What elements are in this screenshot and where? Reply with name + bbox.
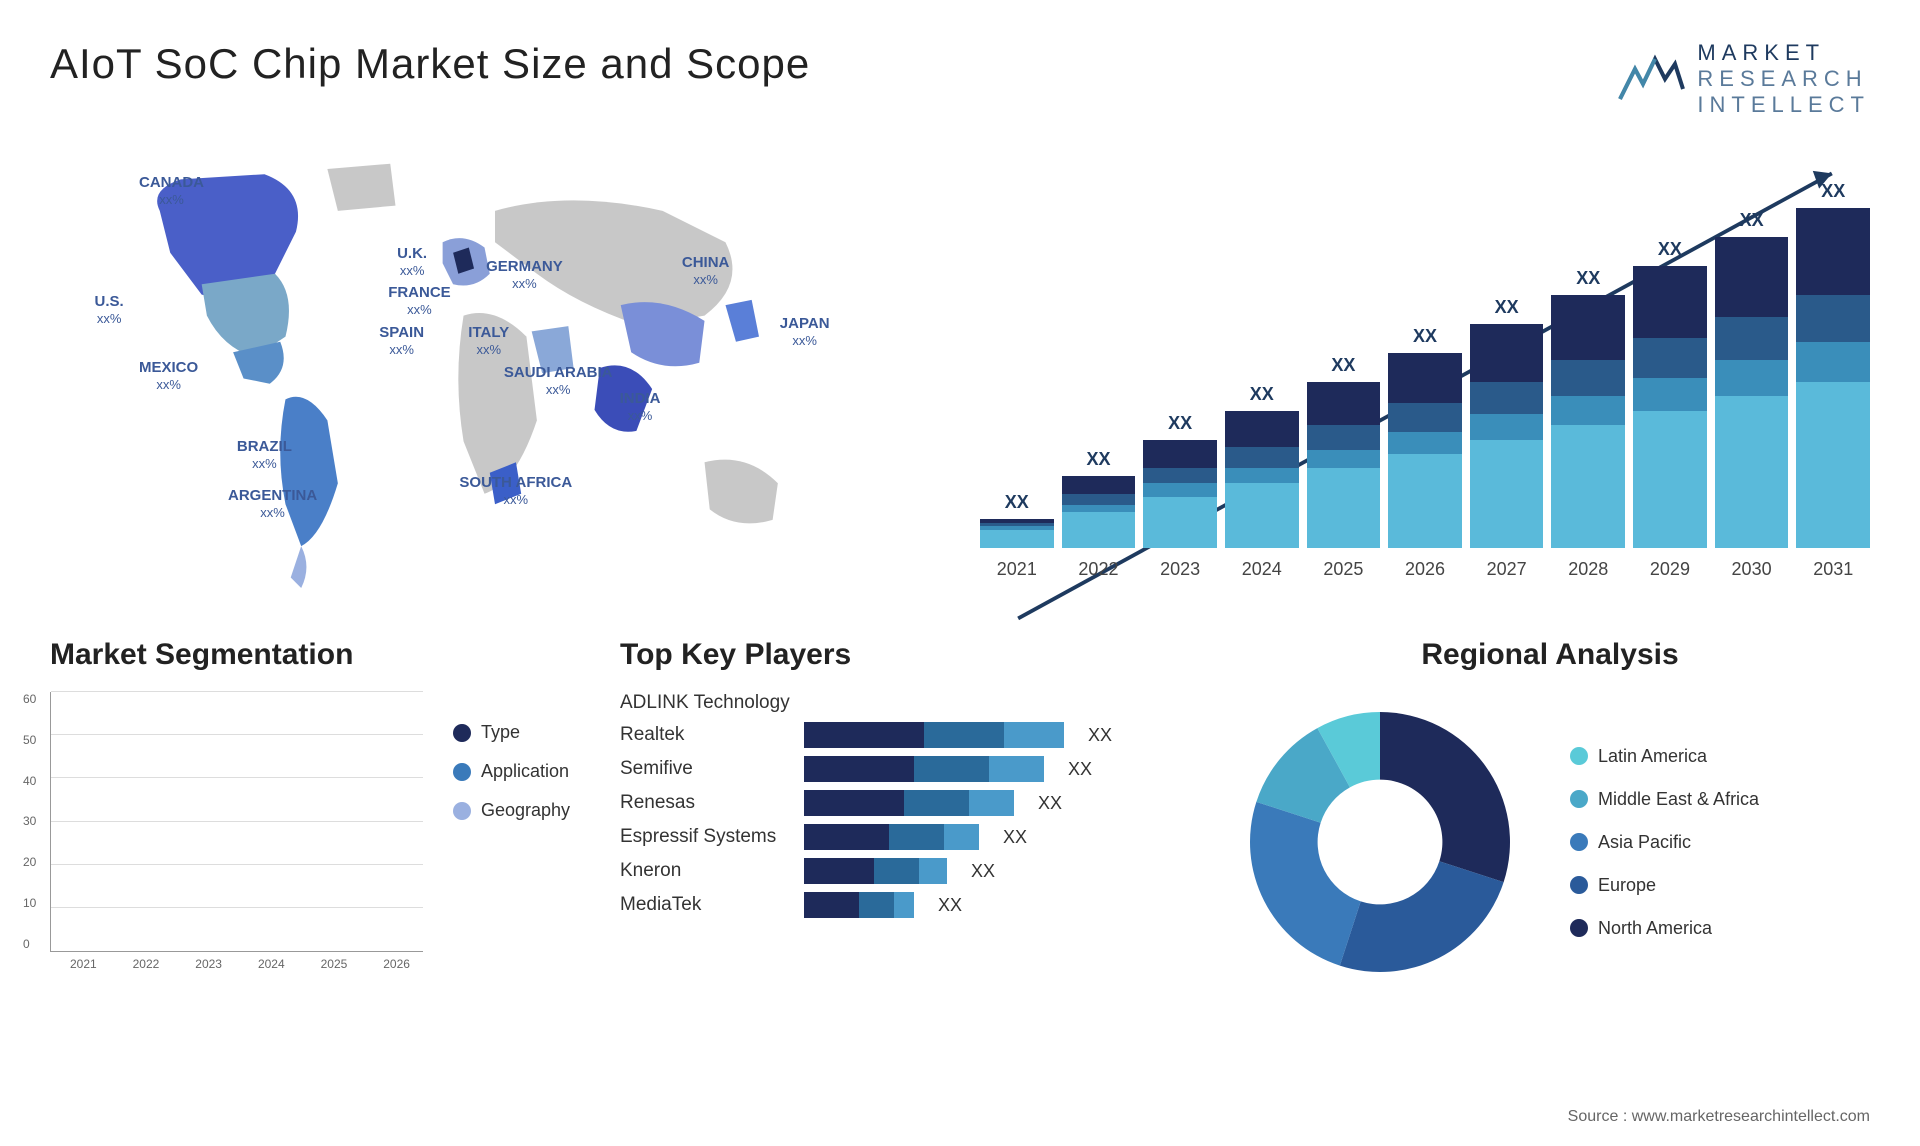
legend-item: North America bbox=[1570, 918, 1759, 939]
bar-column: XX2023 bbox=[1143, 440, 1217, 548]
player-row: KneronXX bbox=[620, 858, 1180, 884]
map-label: SOUTH AFRICAxx% bbox=[459, 474, 572, 508]
map-label: GERMANYxx% bbox=[486, 258, 563, 292]
map-label: CANADAxx% bbox=[139, 174, 204, 208]
bar-column: XX2025 bbox=[1307, 382, 1381, 548]
legend-item: Asia Pacific bbox=[1570, 832, 1759, 853]
map-label: BRAZILxx% bbox=[237, 438, 292, 472]
legend-item: Application bbox=[453, 761, 570, 782]
logo-text-3: INTELLECT bbox=[1697, 92, 1870, 118]
segmentation-chart: 0102030405060 202120222023202420252026 T… bbox=[50, 692, 570, 952]
player-row: Espressif SystemsXX bbox=[620, 824, 1180, 850]
bar-column: XX2027 bbox=[1470, 324, 1544, 548]
map-label: CHINAxx% bbox=[682, 254, 730, 288]
regional-title: Regional Analysis bbox=[1230, 638, 1870, 672]
logo: MARKET RESEARCH INTELLECT bbox=[1615, 40, 1870, 118]
legend-item: Middle East & Africa bbox=[1570, 789, 1759, 810]
player-row: RealtekXX bbox=[620, 722, 1180, 748]
regional-donut bbox=[1230, 692, 1530, 992]
map-label: SAUDI ARABIAxx% bbox=[504, 364, 613, 398]
bar-column: XX2021 bbox=[980, 519, 1054, 548]
bar-column: XX2024 bbox=[1225, 411, 1299, 548]
source-text: Source : www.marketresearchintellect.com bbox=[1568, 1108, 1870, 1126]
player-row: SemifiveXX bbox=[620, 756, 1180, 782]
page-title: AIoT SoC Chip Market Size and Scope bbox=[50, 40, 810, 88]
segmentation-title: Market Segmentation bbox=[50, 638, 570, 672]
player-row: RenesasXX bbox=[620, 790, 1180, 816]
donut-slice bbox=[1340, 861, 1504, 972]
map-label: U.K.xx% bbox=[397, 245, 427, 279]
bar-column: XX2026 bbox=[1388, 353, 1462, 548]
bar-column: XX2031 bbox=[1796, 208, 1870, 548]
donut-slice bbox=[1250, 802, 1361, 966]
key-players-chart: ADLINK Technology RealtekXX SemifiveXX Rene… bbox=[620, 692, 1180, 918]
map-label: JAPANxx% bbox=[780, 315, 830, 349]
map-label: ARGENTINAxx% bbox=[228, 487, 317, 521]
legend-item: Europe bbox=[1570, 875, 1759, 896]
world-map: CANADAxx% U.S.xx% MEXICOxx% BRAZILxx% ARGENT… bbox=[50, 148, 940, 588]
legend-item: Type bbox=[453, 722, 570, 743]
legend-item: Latin America bbox=[1570, 746, 1759, 767]
donut-slice bbox=[1380, 712, 1510, 882]
map-label: U.S.xx% bbox=[95, 293, 124, 327]
bar-column: XX2029 bbox=[1633, 266, 1707, 548]
segmentation-legend: Type Application Geography bbox=[453, 692, 570, 952]
bar-column: XX2022 bbox=[1062, 476, 1136, 548]
logo-text-2: RESEARCH bbox=[1697, 66, 1870, 92]
regional-legend: Latin America Middle East & Africa Asia Pa… bbox=[1570, 746, 1759, 939]
map-label: MEXICOxx% bbox=[139, 359, 198, 393]
logo-text-1: MARKET bbox=[1697, 40, 1870, 66]
legend-item: Geography bbox=[453, 800, 570, 821]
map-label: FRANCExx% bbox=[388, 284, 451, 318]
map-label: INDIAxx% bbox=[620, 390, 661, 424]
player-row: ADLINK Technology bbox=[620, 692, 1180, 714]
player-row: MediaTekXX bbox=[620, 892, 1180, 918]
bar-column: XX2028 bbox=[1551, 295, 1625, 548]
key-players-title: Top Key Players bbox=[620, 638, 1180, 672]
logo-icon bbox=[1615, 49, 1685, 109]
map-label: SPAINxx% bbox=[379, 324, 424, 358]
map-label: ITALYxx% bbox=[468, 324, 509, 358]
bar-column: XX2030 bbox=[1715, 237, 1789, 548]
main-bar-chart: XX2021XX2022XX2023XX2024XX2025XX2026XX20… bbox=[980, 148, 1870, 588]
